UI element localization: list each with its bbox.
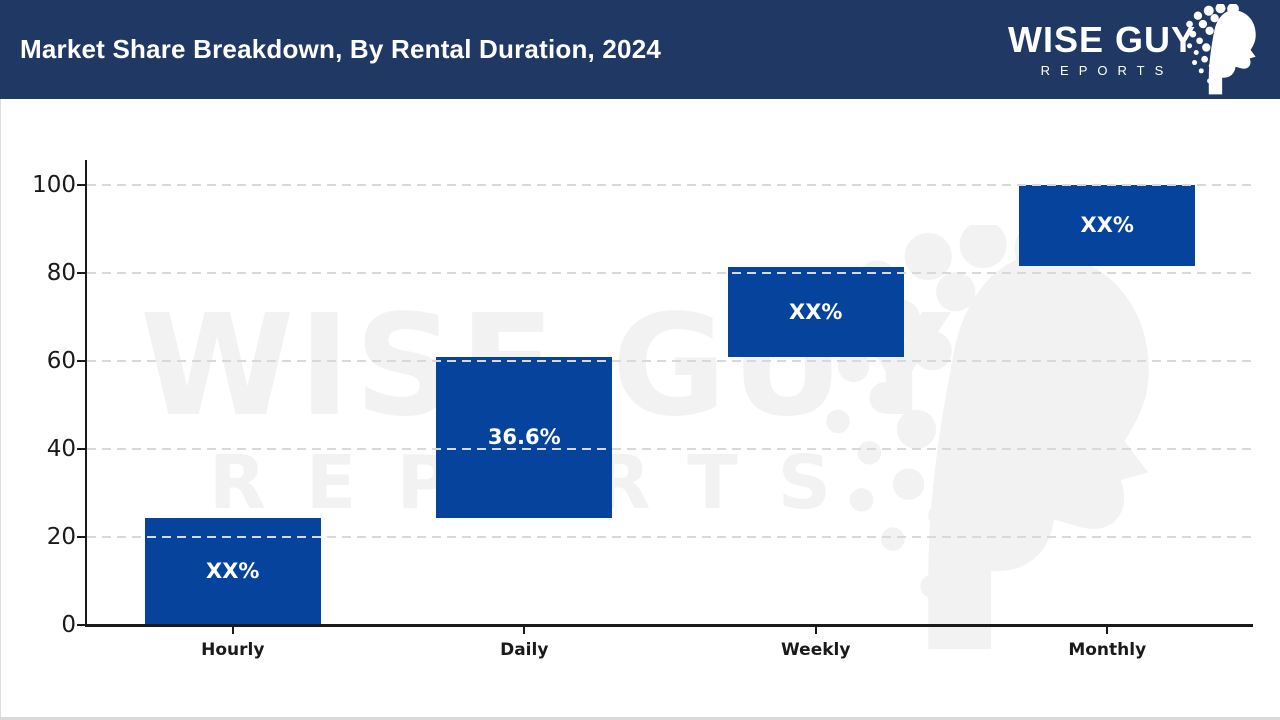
x-axis-line (85, 624, 1253, 627)
x-tick-mark (1106, 627, 1109, 634)
y-tick-label: 20 (46, 524, 76, 550)
gridline (87, 448, 1253, 450)
dotted-head-profile-icon (1186, 3, 1256, 94)
y-tick-mark (77, 624, 85, 626)
bar-value-label: XX% (1080, 213, 1134, 238)
gridline (87, 536, 1253, 538)
y-tick-mark (77, 272, 85, 274)
gridline (87, 272, 1253, 274)
y-tick-label: 40 (46, 436, 76, 462)
y-tick-mark (77, 184, 85, 186)
bar-value-label: XX% (789, 299, 843, 324)
y-tick-mark (77, 536, 85, 538)
chart-title: Market Share Breakdown, By Rental Durati… (20, 34, 662, 64)
x-tick-mark (814, 627, 817, 634)
y-tick-label: 60 (46, 348, 76, 374)
y-tick-mark (77, 448, 85, 450)
x-tick-mark (523, 627, 526, 634)
y-tick-label: 0 (61, 612, 76, 638)
left-border-line (0, 99, 1, 717)
header-bar: Market Share Breakdown, By Rental Durati… (0, 0, 1280, 99)
x-category-label: Monthly (1068, 640, 1147, 660)
bar-value-label: 36.6% (487, 425, 561, 450)
x-category-label: Weekly (781, 640, 851, 660)
y-axis-line (85, 160, 87, 627)
x-tick-mark (231, 627, 234, 634)
bar-monthly (1019, 185, 1196, 266)
x-category-label: Daily (500, 640, 549, 660)
bar-weekly (727, 266, 904, 357)
bar-value-label: XX% (206, 559, 260, 584)
x-category-label: Hourly (201, 640, 265, 660)
y-tick-label: 100 (32, 172, 76, 198)
watermark-head-icon (822, 225, 1149, 650)
logo-text: WISE GUY REPORTS (1007, 18, 1196, 78)
bar-daily (436, 356, 613, 518)
gridline (87, 184, 1253, 186)
logo-name: WISE GUY (1007, 18, 1196, 60)
bottom-border-line (0, 717, 1280, 720)
bar-hourly (144, 517, 321, 625)
gridline (87, 360, 1253, 362)
y-tick-label: 80 (46, 260, 76, 286)
y-tick-mark (77, 360, 85, 362)
wise-guy-logo: WISE GUY REPORTS (1007, 3, 1266, 96)
logo-tagline: REPORTS (1040, 62, 1174, 78)
